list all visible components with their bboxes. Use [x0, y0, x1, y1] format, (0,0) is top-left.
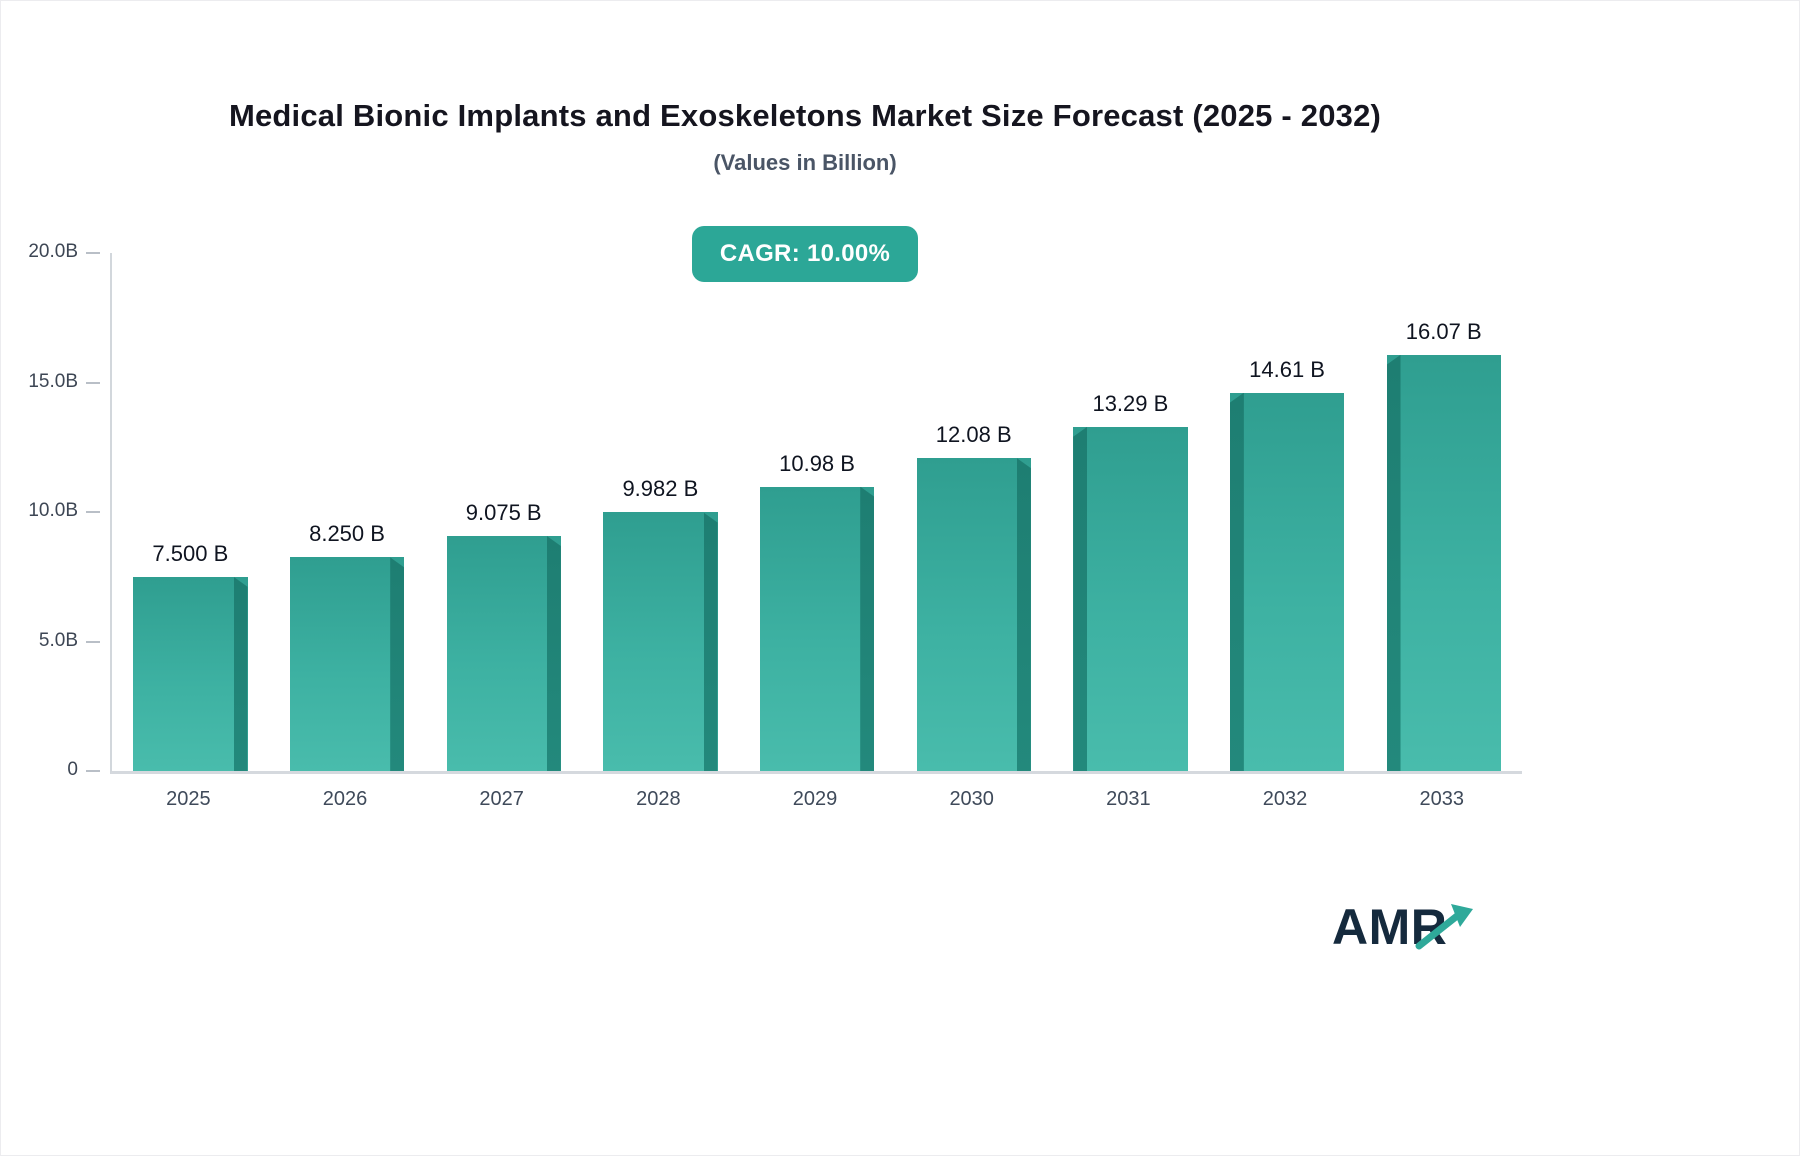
bar-side-face: [1016, 458, 1031, 771]
bar-value-label: 7.500 B: [152, 540, 229, 566]
x-tick-label: 2025: [166, 788, 211, 810]
y-tick-label: 10.0B: [28, 500, 78, 521]
bar-slot: 7.500 B: [112, 253, 269, 771]
bar: 14.61 B: [1229, 357, 1345, 771]
x-tick-label: 2033: [1419, 788, 1464, 810]
bar-slot: 9.982 B: [582, 253, 739, 771]
bar: 16.07 B: [1386, 319, 1501, 771]
bar-side-face: [1229, 392, 1244, 771]
x-tick-label: 2027: [479, 788, 524, 810]
bar-side-face: [1386, 354, 1401, 771]
chart-title: Medical Bionic Implants and Exoskeletons…: [228, 98, 1382, 133]
bar-value-label: 13.29 B: [1092, 390, 1169, 416]
amr-logo: AMR: [1332, 898, 1474, 956]
bar-slot: 14.61 B: [1209, 253, 1366, 771]
y-tick-mark: [86, 640, 100, 643]
bar-slot: 10.98 B: [739, 253, 896, 771]
bar-value-label: 16.07 B: [1405, 318, 1482, 344]
x-tick-label: 2028: [636, 788, 681, 810]
plot-area: 7.500 B 8.250 B 9.075 B 9.982 B 10.98 B 12.08…: [28, 241, 1522, 780]
x-tick-label: 2029: [792, 788, 838, 810]
bar-slot: 13.29 B: [1052, 253, 1209, 771]
bar-slot: 16.07 B: [1365, 253, 1522, 771]
bar-slot: 8.250 B: [269, 253, 426, 771]
cagr-badge-row: CAGR: 10.00%: [0, 226, 1610, 282]
y-tick-label: 5.0B: [38, 629, 78, 651]
bar: 8.250 B: [289, 521, 405, 771]
bar: 13.29 B: [1073, 391, 1188, 771]
bar: 7.500 B: [133, 541, 248, 771]
y-tick-label: 15.0B: [28, 370, 78, 392]
bar-slot: 9.075 B: [425, 253, 582, 771]
growth-arrow-icon: [1415, 904, 1474, 950]
y-tick-mark: [86, 381, 100, 384]
bar: 10.98 B: [759, 451, 875, 771]
y-tick-label: 20.0B: [28, 241, 78, 262]
bar: 12.08 B: [916, 422, 1031, 771]
x-axis-labels: 2025 2026 2027 2028 2029 2030 2031 2032 2033: [110, 788, 1520, 811]
x-tick-label: 2030: [949, 788, 994, 810]
bar-value-label: 8.250 B: [309, 521, 385, 547]
y-tick-mark: [86, 511, 100, 513]
bar-side-face: [546, 535, 561, 771]
bar-side-face: [703, 512, 718, 771]
bar-side-face: [390, 557, 405, 771]
cagr-badge: CAGR: 10.00%: [691, 226, 919, 282]
bar-value-label: 12.08 B: [935, 422, 1012, 448]
x-tick-label: 2032: [1262, 788, 1308, 810]
y-tick-label: 0: [67, 759, 78, 780]
y-tick-mark: [86, 252, 100, 254]
bar-value-label: 10.98 B: [779, 450, 855, 476]
bar-value-label: 9.982 B: [622, 476, 699, 502]
chart-subtitle: (Values in Billion): [713, 150, 897, 175]
x-tick-label: 2031: [1106, 788, 1151, 810]
bar-value-label: 14.61 B: [1249, 356, 1325, 382]
bar-side-face: [1073, 426, 1088, 771]
bar: 9.075 B: [446, 500, 561, 771]
amr-logo-text: AMR: [1332, 899, 1448, 955]
bar-slot: 12.08 B: [895, 253, 1052, 771]
bar-side-face: [860, 486, 875, 771]
bar-value-label: 9.075 B: [465, 499, 542, 525]
y-tick-mark: [86, 770, 100, 772]
bars-container: 7.500 B 8.250 B 9.075 B 9.982 B 10.98 B 12.08…: [112, 253, 1522, 771]
bar-side-face: [233, 576, 248, 771]
bar: 9.982 B: [603, 476, 718, 771]
x-tick-label: 2026: [322, 788, 368, 810]
